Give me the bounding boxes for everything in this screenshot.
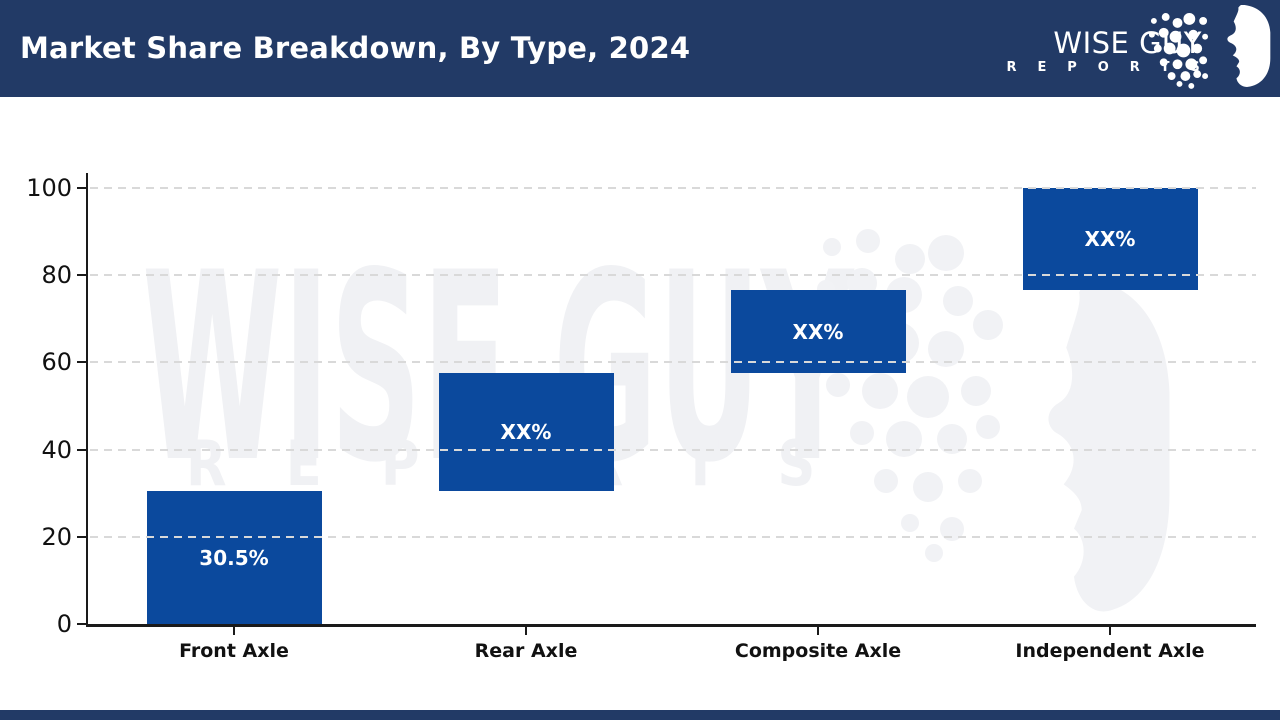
x-category-label: Composite Axle	[734, 640, 902, 662]
y-tick-mark	[77, 274, 86, 277]
gridline-60	[90, 361, 1256, 364]
x-tick-mark	[233, 627, 235, 635]
gridline-20	[90, 535, 1256, 538]
gridline-100	[90, 187, 1256, 189]
bar-value-label: XX%	[792, 319, 844, 344]
bar-composite-axle: XX%	[730, 290, 906, 374]
footer-bar	[0, 710, 1280, 720]
gridline-40	[90, 448, 1256, 451]
x-tick-mark	[525, 627, 527, 635]
y-tick-label: 20	[41, 522, 72, 551]
y-tick-mark	[77, 448, 86, 451]
bar-value-label: XX%	[500, 420, 552, 445]
bar-independent-axle: XX%	[1022, 188, 1198, 291]
y-tick-label: 40	[41, 435, 72, 464]
y-tick-label: 60	[41, 348, 72, 377]
bar-value-label: XX%	[1084, 227, 1136, 252]
y-tick-mark	[77, 623, 86, 625]
page-title: Market Share Breakdown, By Type, 2024	[20, 31, 691, 65]
gridline-80	[90, 274, 1256, 277]
y-tick-mark	[77, 187, 86, 189]
header-bar: Market Share Breakdown, By Type, 2024 WI…	[0, 0, 1280, 97]
wise-guy-logo: WISE GUY R E P O R T S	[1007, 0, 1280, 97]
x-category-label: Rear Axle	[474, 640, 578, 662]
bar-rear-axle: XX%	[438, 373, 614, 492]
y-tick-mark	[77, 535, 86, 538]
y-axis-spine	[86, 173, 88, 627]
dotted-face-logo-icon	[1148, 5, 1271, 89]
x-category-label: Independent Axle	[1015, 640, 1205, 662]
y-tick-label: 80	[41, 261, 72, 290]
x-axis-spine	[86, 624, 1256, 627]
bar-value-label: 30.5%	[199, 545, 269, 570]
bar-front-axle: 30.5%	[146, 491, 322, 624]
y-tick-label: 100	[26, 174, 72, 202]
y-tick-label: 0	[56, 610, 72, 638]
chart-figure: WISE GUY R E P O R T S 30.5%Front AxleXX…	[0, 97, 1280, 710]
x-category-label: Front Axle	[179, 640, 289, 662]
y-tick-mark	[77, 361, 86, 364]
x-tick-mark	[1109, 627, 1111, 635]
x-tick-mark	[817, 627, 819, 635]
logo-reports-text: R E P O R T S	[1006, 60, 1208, 75]
